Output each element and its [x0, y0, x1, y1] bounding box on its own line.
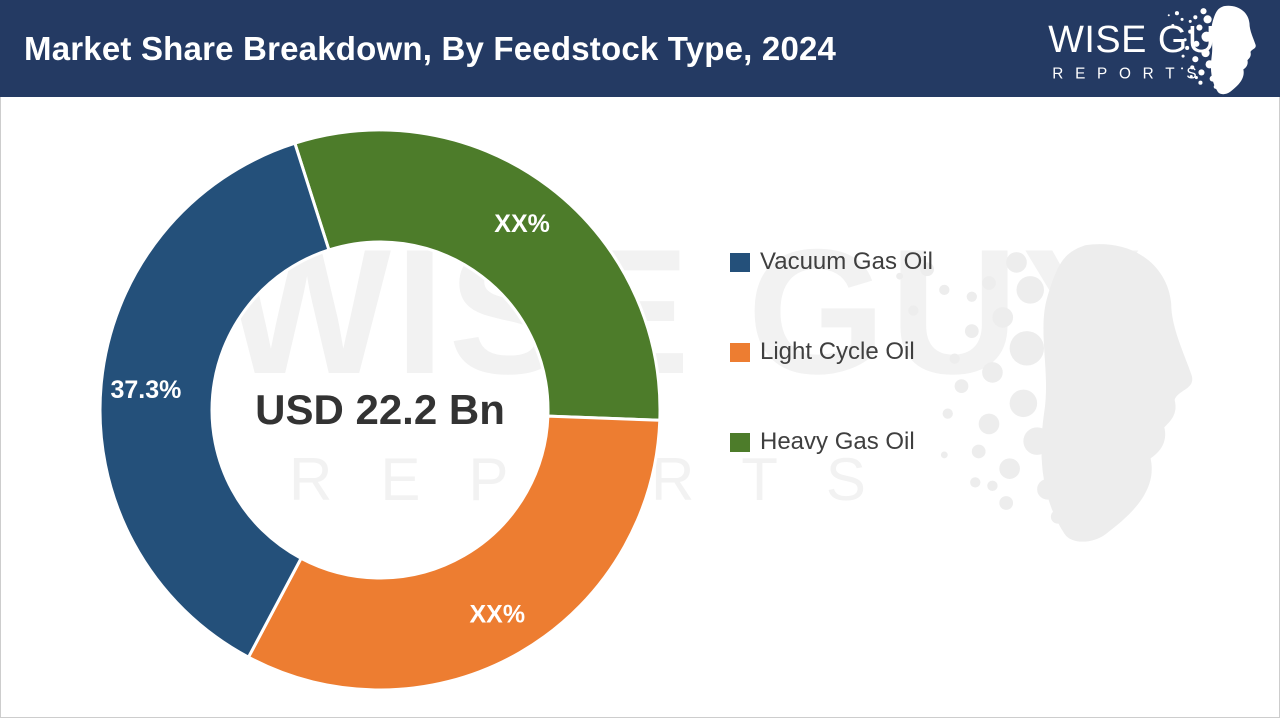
logo-wordmark: WISE GUY — [1048, 19, 1241, 61]
header-bar: Market Share Breakdown, By Feedstock Typ… — [0, 0, 1280, 97]
donut-slice-vacuum-gas-oil — [98, 141, 331, 659]
legend-item-vacuum-gas-oil: Vacuum Gas Oil — [730, 248, 933, 275]
slice-data-label: XX% — [469, 601, 525, 629]
slice-data-label: 37.3% — [111, 376, 182, 404]
donut-chart: XX% XX% 37.3% — [98, 128, 662, 692]
legend-swatch-icon — [730, 342, 750, 362]
legend-label: Light Cycle Oil — [760, 338, 915, 365]
legend-label: Heavy Gas Oil — [760, 428, 915, 455]
donut-slice-heavy-gas-oil — [293, 128, 662, 422]
donut-slice-light-cycle-oil — [246, 414, 662, 692]
legend-item-heavy-gas-oil: Heavy Gas Oil — [730, 428, 933, 455]
wiseguy-logo: WISE GUY REPORTS — [1048, 5, 1256, 95]
legend-label: Vacuum Gas Oil — [760, 248, 933, 275]
chart-legend: Vacuum Gas Oil Light Cycle Oil Heavy Gas O… — [730, 248, 933, 520]
chart-title: Market Share Breakdown, By Feedstock Typ… — [24, 30, 837, 67]
legend-swatch-icon — [730, 252, 750, 272]
slice-data-label: XX% — [494, 210, 550, 238]
logo-subtext: REPORTS — [1052, 66, 1208, 83]
chart-canvas: WISE GUY REPORTS XX%XX%37.3% USD 22.2 Bn… — [0, 97, 1280, 718]
legend-swatch-icon — [730, 432, 750, 452]
donut-center-value: USD 22.2 Bn — [255, 386, 505, 433]
legend-item-light-cycle-oil: Light Cycle Oil — [730, 338, 933, 365]
